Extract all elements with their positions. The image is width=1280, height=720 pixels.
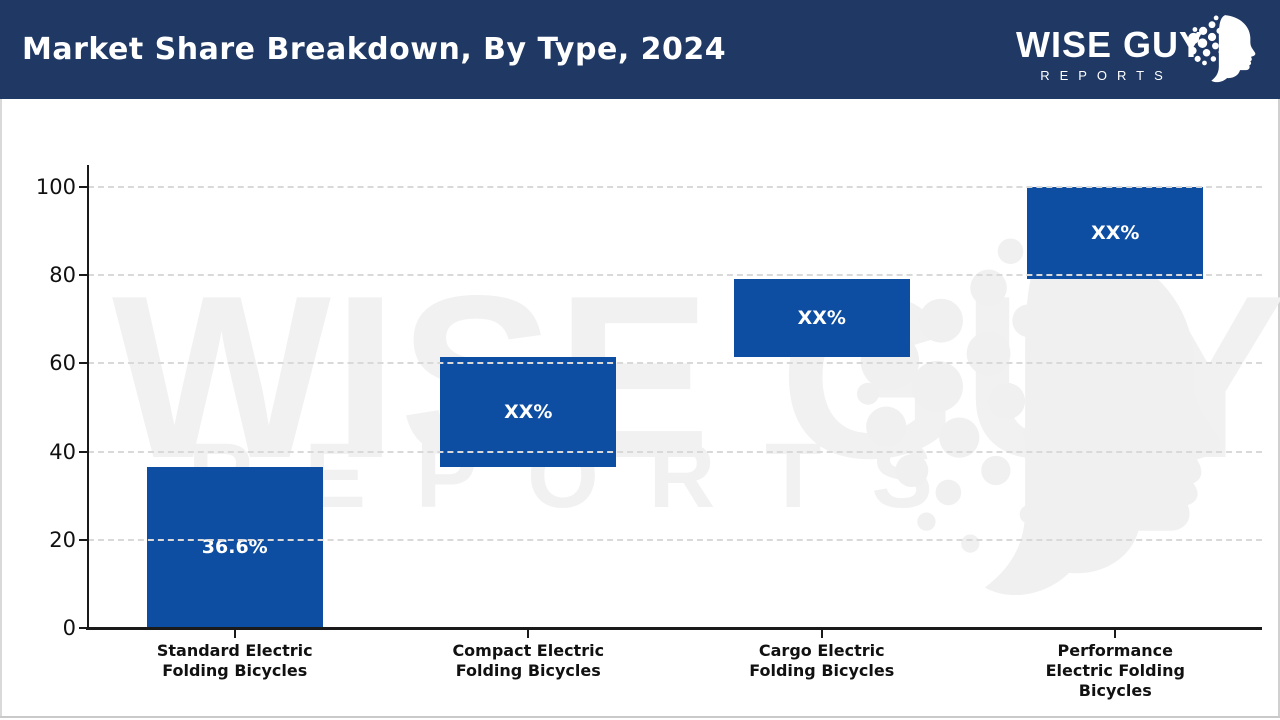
- category-label-line: Electric Folding: [1045, 661, 1185, 680]
- gridline-80: [88, 274, 1262, 277]
- bar-3: XX%: [733, 278, 910, 358]
- category-label-4: Performance Electric Folding Bicycles: [995, 641, 1235, 701]
- y-tick-mark-20: [79, 538, 88, 541]
- gridline-20: [88, 538, 1262, 541]
- category-label-line: Cargo Electric: [758, 641, 885, 660]
- category-label-1: Standard Electric Folding Bicycles: [115, 641, 355, 681]
- x-axis-line: [86, 627, 1262, 630]
- category-label-3: Cargo Electric Folding Bicycles: [702, 641, 942, 681]
- x-tick-mark-2: [527, 630, 530, 638]
- y-tick-mark-40: [79, 450, 88, 453]
- y-tick-label-20: 20: [49, 527, 76, 552]
- brand-logo-text: WISE GUY REPORTS: [1016, 24, 1205, 83]
- category-label-line: Folding Bicycles: [749, 661, 895, 680]
- gridline-40: [88, 450, 1262, 453]
- y-tick-mark-80: [79, 274, 88, 277]
- brand-logo: WISE GUY REPORTS: [1016, 6, 1266, 94]
- y-tick-label-60: 60: [49, 351, 76, 376]
- y-tick-label-80: 80: [49, 263, 76, 288]
- gridline-60: [88, 362, 1262, 365]
- y-tick-label-0: 0: [62, 616, 76, 640]
- bottom-frame-border: [0, 716, 1280, 718]
- bar-4: XX%: [1027, 187, 1204, 279]
- bar-value-label-4: XX%: [1091, 221, 1140, 244]
- brand-name: WISE GUY: [1016, 24, 1205, 65]
- category-label-2: Compact Electric Folding Bicycles: [408, 641, 648, 681]
- x-tick-mark-4: [1114, 630, 1117, 638]
- y-tick-label-40: 40: [49, 439, 76, 464]
- bar-1: 36.6%: [146, 466, 323, 628]
- bar-value-label-3: XX%: [797, 306, 846, 329]
- y-tick-label-100: 100: [35, 175, 76, 199]
- x-tick-mark-3: [820, 630, 823, 638]
- category-label-line: Performance: [1057, 641, 1173, 660]
- y-tick-mark-0: [79, 627, 88, 629]
- bar-2: XX%: [440, 357, 617, 467]
- bar-value-label-2: XX%: [504, 400, 553, 423]
- category-label-line: Bicycles: [1078, 681, 1152, 700]
- category-label-line: Folding Bicycles: [455, 661, 601, 680]
- y-tick-mark-60: [79, 362, 88, 365]
- bar-value-label-1: 36.6%: [201, 536, 268, 559]
- brand-subtitle: REPORTS: [1040, 68, 1173, 83]
- category-label-line: Folding Bicycles: [162, 661, 308, 680]
- category-label-line: Compact Electric: [452, 641, 605, 660]
- y-axis-line: [87, 165, 89, 629]
- y-tick-mark-100: [79, 186, 88, 188]
- category-label-line: Standard Electric: [156, 641, 313, 660]
- page-title: Market Share Breakdown, By Type, 2024: [22, 32, 727, 67]
- brand-face-icon: [1187, 15, 1256, 83]
- gridline-100: [88, 186, 1262, 188]
- x-tick-mark-1: [233, 630, 236, 638]
- header-bar: Market Share Breakdown, By Type, 2024 WI…: [0, 0, 1280, 99]
